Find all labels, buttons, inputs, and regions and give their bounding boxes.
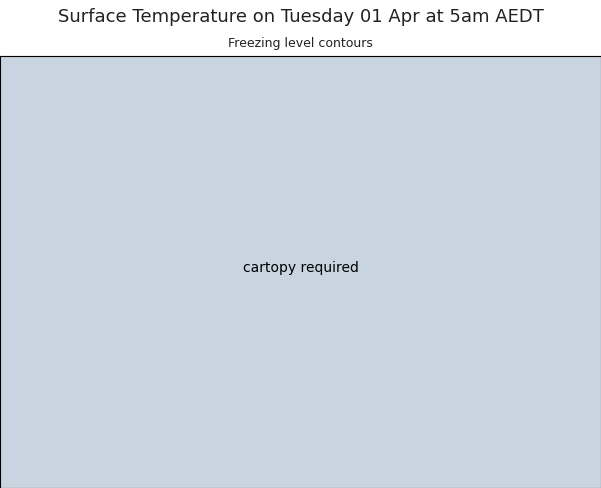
Text: Surface Temperature on Tuesday 01 Apr at 5am AEDT: Surface Temperature on Tuesday 01 Apr at… [58,8,543,26]
Text: Freezing level contours: Freezing level contours [228,37,373,50]
Text: cartopy required: cartopy required [243,261,358,275]
